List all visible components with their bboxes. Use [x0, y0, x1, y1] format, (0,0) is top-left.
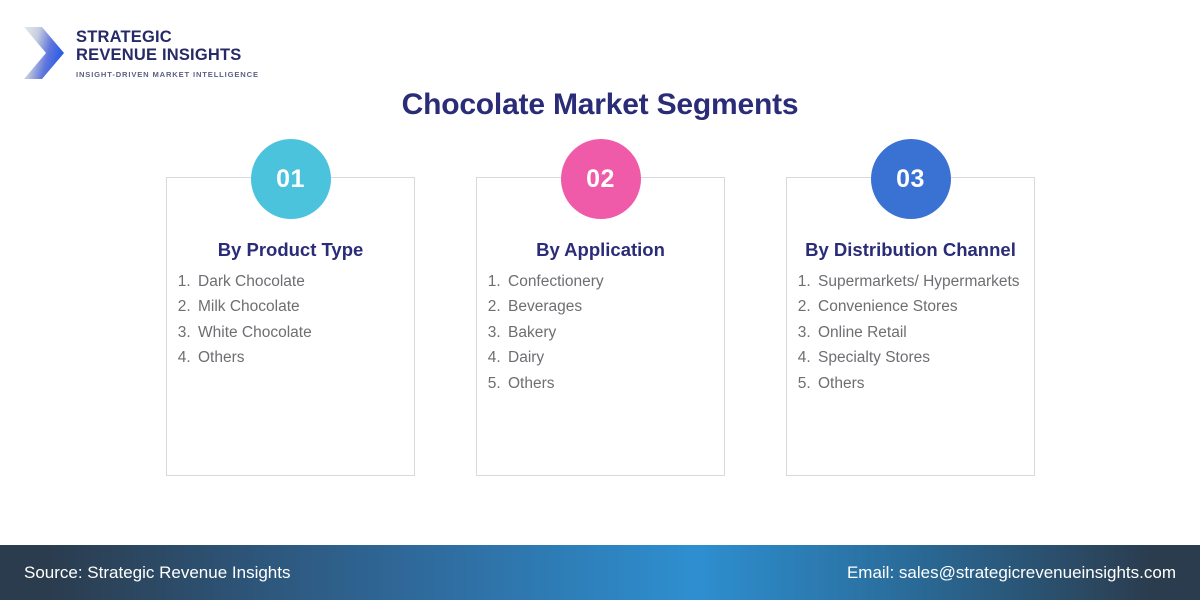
list-item: Confectionery: [505, 269, 712, 294]
list-item: Convenience Stores: [815, 294, 1022, 319]
footer-email: Email: sales@strategicrevenueinsights.co…: [846, 562, 1176, 582]
brand-name-line2: REVENUE INSIGHTS: [76, 45, 242, 64]
segment-title-distribution-channel: By Distribution Channel: [805, 239, 1016, 260]
brand-logo: STRATEGIC REVENUE INSIGHTS INSIGHT-DRIVE…: [22, 18, 362, 88]
brand-wordmark: STRATEGIC REVENUE INSIGHTS INSIGHT-DRIVE…: [76, 27, 259, 80]
brand-tagline: INSIGHT-DRIVEN MARKET INTELLIGENCE: [76, 70, 259, 80]
list-item: Online Retail: [815, 320, 1022, 345]
footer-source: Source: Strategic Revenue Insights: [24, 562, 291, 582]
list-item: Others: [195, 345, 402, 370]
segment-list-application: Confectionery Beverages Bakery Dairy Oth…: [477, 269, 724, 396]
list-item: Supermarkets/ Hypermarkets: [815, 269, 1022, 294]
page-footer: Source: Strategic Revenue Insights Email…: [0, 545, 1200, 600]
segments-container: 01 By Product Type Dark Chocolate Milk C…: [166, 139, 1035, 476]
list-item: Specialty Stores: [815, 345, 1022, 370]
list-item: Dairy: [505, 345, 712, 370]
segment-badge-02: 02: [560, 139, 641, 219]
segment-title-application: By Application: [536, 239, 665, 260]
list-item: Others: [815, 371, 1022, 396]
list-item: Beverages: [505, 294, 712, 319]
brand-name-line1: STRATEGIC: [76, 27, 172, 46]
list-item: Milk Chocolate: [195, 294, 402, 319]
list-item: White Chocolate: [195, 320, 402, 345]
list-item: Others: [505, 371, 712, 396]
segment-card-product-type: 01 By Product Type Dark Chocolate Milk C…: [166, 139, 415, 476]
list-item: Bakery: [505, 320, 712, 345]
page-title: Chocolate Market Segments: [401, 88, 799, 121]
segment-title-product-type: By Product Type: [217, 239, 364, 260]
chevron-arrow-logo-icon: [22, 24, 66, 82]
segment-card-application: 02 By Application Confectionery Beverage…: [476, 139, 725, 476]
list-item: Dark Chocolate: [195, 269, 402, 294]
segment-list-product-type: Dark Chocolate Milk Chocolate White Choc…: [167, 269, 414, 371]
segment-badge-03: 03: [870, 139, 951, 219]
segment-card-distribution-channel: 03 By Distribution Channel Supermarkets/…: [786, 139, 1035, 476]
segment-list-distribution-channel: Supermarkets/ Hypermarkets Convenience S…: [787, 269, 1034, 396]
segment-badge-01: 01: [250, 139, 331, 219]
